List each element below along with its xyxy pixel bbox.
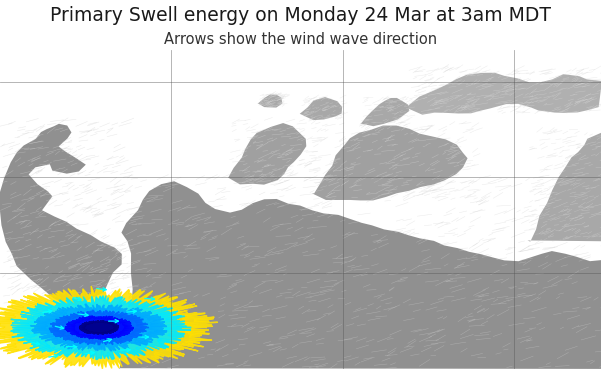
Text: Primary Swell energy on Monday 24 Mar at 3am MDT: Primary Swell energy on Monday 24 Mar at… [50,6,551,25]
Polygon shape [360,98,409,126]
Polygon shape [31,304,167,351]
Polygon shape [407,73,601,115]
Polygon shape [228,123,307,184]
Polygon shape [300,97,342,120]
Polygon shape [0,124,122,306]
Polygon shape [11,296,191,359]
Polygon shape [312,125,468,200]
Polygon shape [528,132,601,242]
Polygon shape [257,94,282,108]
Polygon shape [79,321,119,334]
Text: Arrows show the wind wave direction: Arrows show the wind wave direction [164,32,437,47]
Polygon shape [119,181,601,369]
Polygon shape [0,286,218,369]
Polygon shape [49,310,148,345]
Polygon shape [65,316,134,339]
